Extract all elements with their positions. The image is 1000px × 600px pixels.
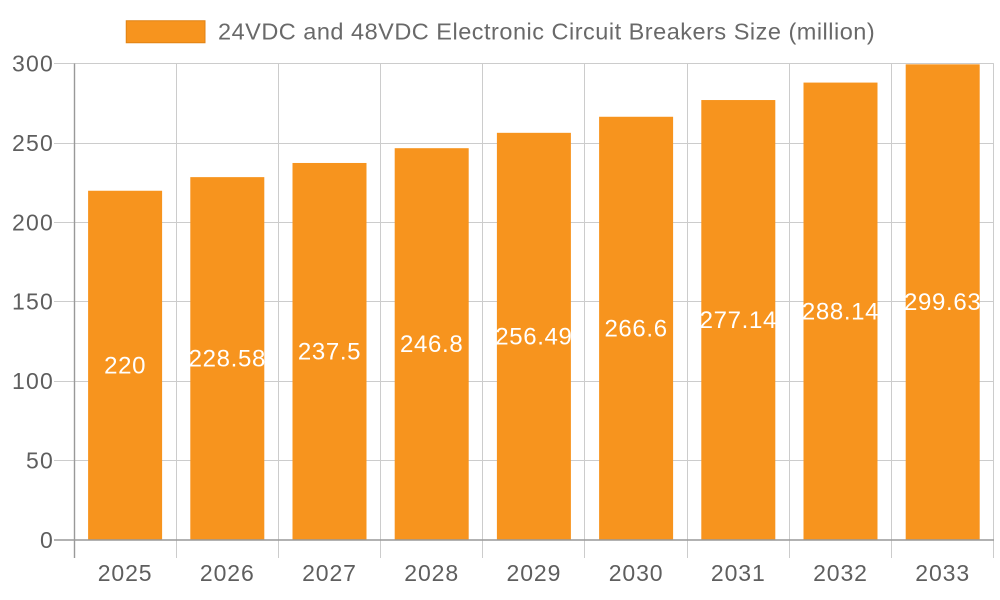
svg-text:2025: 2025 <box>98 560 153 586</box>
svg-text:2033: 2033 <box>915 560 970 586</box>
svg-text:2030: 2030 <box>609 560 664 586</box>
svg-text:2028: 2028 <box>404 560 459 586</box>
svg-text:2029: 2029 <box>507 560 562 586</box>
svg-text:266.6: 266.6 <box>604 315 667 342</box>
svg-text:0: 0 <box>40 527 54 553</box>
svg-text:2027: 2027 <box>302 560 357 586</box>
svg-text:237.5: 237.5 <box>298 339 361 366</box>
svg-text:288.14: 288.14 <box>802 298 879 325</box>
svg-text:200: 200 <box>12 209 54 235</box>
svg-text:24VDC and 48VDC Electronic Cir: 24VDC and 48VDC Electronic Circuit Break… <box>218 19 875 45</box>
svg-text:299.63: 299.63 <box>904 289 981 316</box>
svg-text:277.14: 277.14 <box>700 307 777 334</box>
svg-text:250: 250 <box>12 130 54 156</box>
svg-text:2031: 2031 <box>711 560 766 586</box>
svg-text:100: 100 <box>12 368 54 394</box>
svg-text:150: 150 <box>12 289 54 315</box>
svg-text:2026: 2026 <box>200 560 255 586</box>
svg-text:50: 50 <box>26 447 54 473</box>
svg-text:2032: 2032 <box>813 560 868 586</box>
svg-text:246.8: 246.8 <box>400 331 463 358</box>
svg-text:228.58: 228.58 <box>189 346 266 373</box>
svg-text:256.49: 256.49 <box>495 323 572 350</box>
svg-text:300: 300 <box>12 51 54 77</box>
svg-text:220: 220 <box>104 352 146 379</box>
